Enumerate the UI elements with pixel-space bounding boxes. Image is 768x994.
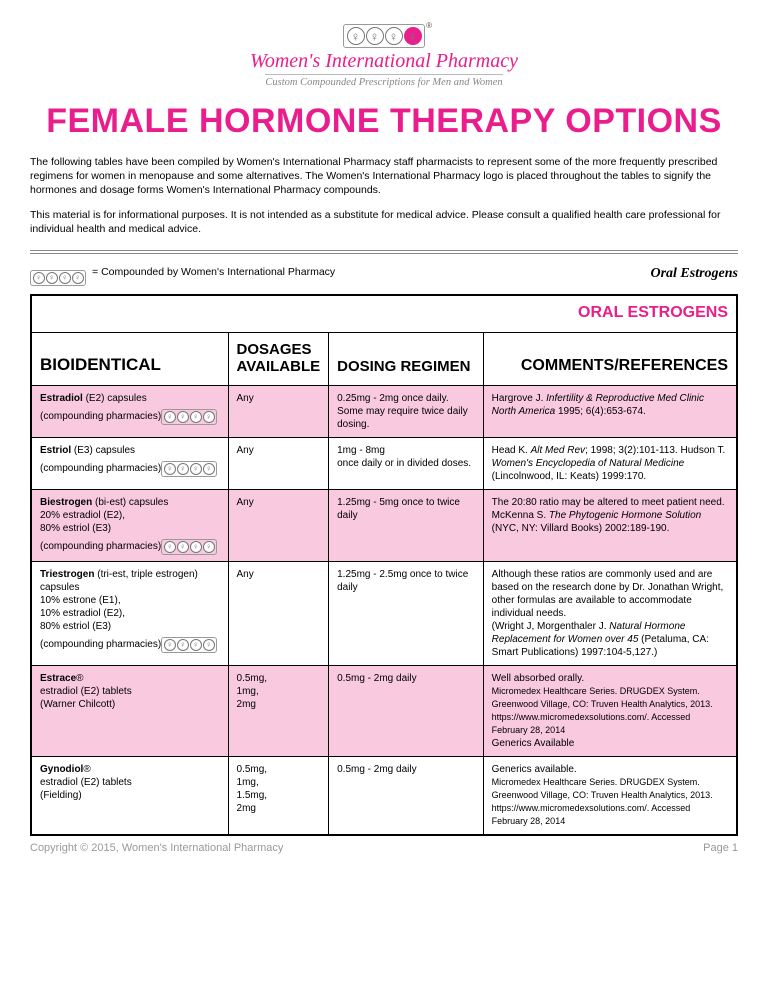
table-title: ORAL ESTROGENS (31, 295, 737, 333)
cell-name: Biestrogen (bi-est) capsules20% estradio… (31, 489, 228, 561)
logo: ® (343, 24, 425, 48)
col-header-bioidentical: BIOIDENTICAL (31, 332, 228, 385)
col-header-regimen: DOSING REGIMEN (329, 332, 484, 385)
compounded-badge-icon (161, 539, 217, 555)
col-header-dosages: DOSAGES AVAILABLE (228, 332, 329, 385)
table-row: Triestrogen (tri-est, triple estrogen) c… (31, 561, 737, 665)
page-title: FEMALE HORMONE THERAPY OPTIONS (30, 102, 738, 141)
compounded-badge-icon (161, 461, 217, 477)
copyright: Copyright © 2015, Women's International … (30, 842, 283, 854)
legend-eq: = (92, 266, 98, 278)
cell-regimen: 0.5mg - 2mg daily (329, 756, 484, 835)
cell-comments: The 20:80 ratio may be altered to meet p… (483, 489, 737, 561)
cell-dosages: Any (228, 561, 329, 665)
table-row: Estrace®estradiol (E2) tablets(Warner Ch… (31, 665, 737, 756)
cell-dosages: 0.5mg,1mg,2mg (228, 665, 329, 756)
section-divider (30, 250, 738, 254)
legend: = Compounded by Women's International Ph… (30, 266, 335, 286)
cell-dosages: Any (228, 385, 329, 437)
cell-comments: Hargrove J. Infertility & Reproductive M… (483, 385, 737, 437)
cell-name: Estrace®estradiol (E2) tablets(Warner Ch… (31, 665, 228, 756)
table-row: Biestrogen (bi-est) capsules20% estradio… (31, 489, 737, 561)
col-header-comments: COMMENTS/REFERENCES (483, 332, 737, 385)
cell-name: Triestrogen (tri-est, triple estrogen) c… (31, 561, 228, 665)
cell-dosages: Any (228, 489, 329, 561)
cell-regimen: 0.5mg - 2mg daily (329, 665, 484, 756)
compounded-badge-icon (161, 409, 217, 425)
cell-comments: Although these ratios are commonly used … (483, 561, 737, 665)
cell-regimen: 1.25mg - 2.5mg once to twice daily (329, 561, 484, 665)
registered-mark: ® (426, 21, 432, 30)
cell-name: Gynodiol®estradiol (E2) tablets(Fielding… (31, 756, 228, 835)
cell-regimen: 1.25mg - 5mg once to twice daily (329, 489, 484, 561)
compounded-badge-icon (161, 637, 217, 653)
cell-regimen: 0.25mg - 2mg once daily. Some may requir… (329, 385, 484, 437)
legend-text: Compounded by Women's International Phar… (101, 266, 335, 278)
table-header-row: BIOIDENTICAL DOSAGES AVAILABLE DOSING RE… (31, 332, 737, 385)
cell-name: Estradiol (E2) capsules(compounding phar… (31, 385, 228, 437)
legend-badge-icon (30, 270, 86, 286)
table-row: Estriol (E3) capsules(compounding pharma… (31, 437, 737, 489)
intro-paragraph-2: This material is for informational purpo… (30, 208, 738, 236)
oral-estrogens-table: ORAL ESTROGENS BIOIDENTICAL DOSAGES AVAI… (30, 294, 738, 836)
cell-regimen: 1mg - 8mgonce daily or in divided doses. (329, 437, 484, 489)
brand-tagline: Custom Compounded Prescriptions for Men … (265, 74, 502, 88)
document-header: ® Women's International Pharmacy Custom … (30, 24, 738, 88)
table-row: Gynodiol®estradiol (E2) tablets(Fielding… (31, 756, 737, 835)
logo-badge: ® (343, 24, 425, 48)
cell-dosages: 0.5mg,1mg,1.5mg,2mg (228, 756, 329, 835)
cell-dosages: Any (228, 437, 329, 489)
cell-comments: Generics available.Micromedex Healthcare… (483, 756, 737, 835)
brand-name: Women's International Pharmacy (30, 50, 738, 73)
page-footer: Copyright © 2015, Women's International … (30, 842, 738, 854)
cell-name: Estriol (E3) capsules(compounding pharma… (31, 437, 228, 489)
section-label: Oral Estrogens (650, 266, 738, 282)
cell-comments: Well absorbed orally.Micromedex Healthca… (483, 665, 737, 756)
cell-comments: Head K. Alt Med Rev; 1998; 3(2):101-113.… (483, 437, 737, 489)
legend-row: = Compounded by Women's International Ph… (30, 266, 738, 286)
page-number: Page 1 (703, 842, 738, 854)
table-row: Estradiol (E2) capsules(compounding phar… (31, 385, 737, 437)
intro-paragraph-1: The following tables have been compiled … (30, 155, 738, 198)
